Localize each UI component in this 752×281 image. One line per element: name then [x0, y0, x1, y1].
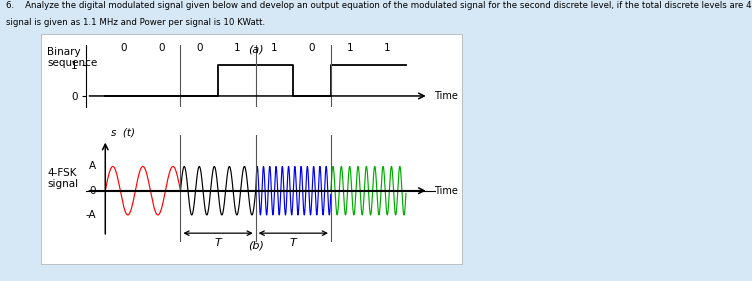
Text: Time: Time: [434, 91, 458, 101]
Text: s  (t): s (t): [111, 128, 135, 138]
Text: Binary
sequence: Binary sequence: [47, 47, 98, 68]
Text: 0: 0: [309, 43, 315, 53]
Text: -A: -A: [85, 210, 96, 220]
Text: 1: 1: [347, 43, 353, 53]
Text: T: T: [290, 238, 296, 248]
Text: 0: 0: [196, 43, 202, 53]
Text: (b): (b): [247, 241, 264, 250]
Text: signal is given as 1.1 MHz and Power per signal is 10 KWatt.: signal is given as 1.1 MHz and Power per…: [6, 18, 265, 27]
Text: 4-FSK
signal: 4-FSK signal: [47, 168, 78, 189]
Text: 1: 1: [271, 43, 277, 53]
Text: 0: 0: [159, 43, 165, 53]
Text: A: A: [89, 161, 96, 171]
Text: T: T: [215, 238, 221, 248]
Text: (a): (a): [248, 45, 263, 55]
Text: 6.    Analyze the digital modulated signal given below and develop an output equ: 6. Analyze the digital modulated signal …: [6, 1, 752, 10]
Text: 0: 0: [121, 43, 127, 53]
Text: Time: Time: [434, 186, 458, 196]
Text: 0: 0: [89, 186, 96, 196]
Text: 1: 1: [384, 43, 390, 53]
Text: 1: 1: [234, 43, 240, 53]
